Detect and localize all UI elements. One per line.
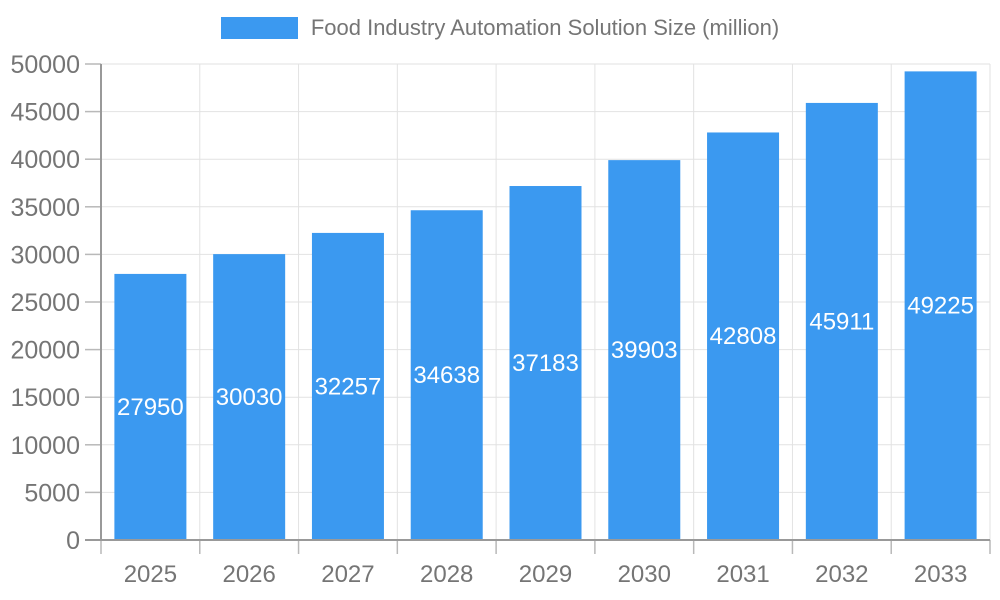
x-axis-labels: 2025 2026 2027 2028 2029 2030 2031 2032 2033 [124, 561, 968, 588]
legend-swatch [220, 17, 298, 39]
x-tick-label: 2025 [124, 561, 177, 588]
x-tick-label: 2033 [914, 561, 967, 588]
x-tick-label: 2028 [420, 561, 473, 588]
y-tick-label: 40000 [10, 146, 80, 174]
bar-value-labels: 27950 30030 32257 34638 37183 39903 42808 45911… [117, 293, 974, 421]
legend[interactable]: Food Industry Automation Solution Size (… [0, 16, 1000, 40]
x-tick-label: 2029 [519, 561, 572, 588]
bar-value-label: 30030 [216, 384, 283, 411]
y-tick-label: 45000 [10, 99, 80, 127]
y-tick-label: 10000 [10, 432, 80, 460]
x-tick-label: 2032 [815, 561, 868, 588]
bar-value-label: 49225 [907, 293, 974, 320]
y-tick-label: 20000 [10, 337, 80, 365]
bar-value-label: 32257 [315, 373, 382, 400]
bar[interactable] [805, 102, 878, 540]
x-tick-label: 2026 [222, 561, 275, 588]
bar[interactable] [213, 254, 286, 541]
x-tick-label: 2031 [716, 561, 769, 588]
bar-value-label: 42808 [710, 323, 777, 350]
bar-value-label: 39903 [611, 337, 678, 364]
bar[interactable] [904, 71, 977, 541]
legend-label: Food Industry Automation Solution Size (… [310, 15, 780, 40]
bar[interactable] [509, 186, 582, 541]
bar-value-label: 27950 [117, 394, 184, 421]
bar-value-label: 34638 [413, 362, 480, 389]
bar[interactable] [114, 273, 187, 540]
bar-value-label: 37183 [512, 350, 579, 377]
y-tick-label: 5000 [24, 479, 80, 507]
y-tick-label: 50000 [10, 51, 80, 79]
x-tick-label: 2030 [618, 561, 671, 588]
axis-ticks [85, 63, 991, 554]
x-tick-label: 2027 [321, 561, 374, 588]
y-axis-labels: 0 5000 10000 15000 20000 25000 30000 35000 40000… [10, 51, 80, 555]
y-tick-label: 25000 [10, 289, 80, 317]
bar[interactable] [707, 132, 780, 540]
bar[interactable] [410, 210, 483, 540]
y-tick-label: 15000 [10, 384, 80, 412]
bar-value-label: 45911 [809, 308, 874, 335]
y-tick-label: 0 [66, 527, 80, 555]
y-tick-label: 30000 [10, 241, 80, 269]
axes [85, 64, 990, 541]
bar[interactable] [608, 160, 681, 540]
bar[interactable] [311, 232, 384, 540]
bars [114, 71, 977, 541]
y-tick-label: 35000 [10, 194, 80, 222]
